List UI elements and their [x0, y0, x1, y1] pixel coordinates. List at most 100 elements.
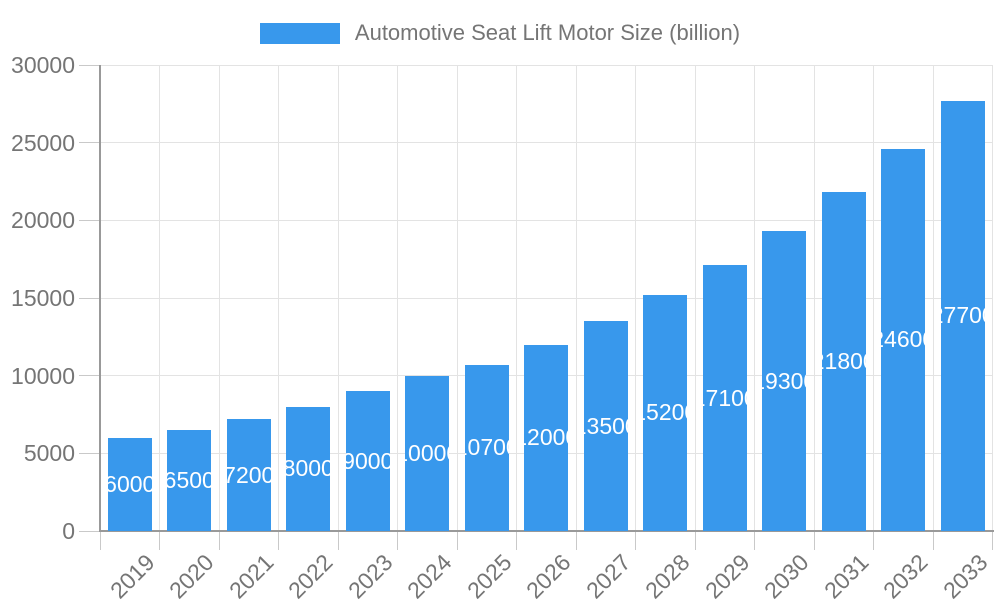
x-gridline [456, 65, 458, 531]
x-gridline [159, 65, 160, 531]
x-gridline [813, 65, 815, 531]
bar-value-label: 10000 [405, 439, 449, 466]
x-tick-label: 2030 [759, 549, 814, 600]
x-axis-line [99, 530, 994, 532]
x-tick [159, 531, 160, 550]
bar-value-label: 12000 [524, 424, 568, 451]
x-tick [694, 531, 696, 550]
x-tick [992, 531, 993, 550]
x-tick-label: 2032 [878, 549, 933, 600]
x-tick-label: 2022 [283, 549, 338, 600]
bar: 13500 [583, 321, 628, 531]
legend-label: Automotive Seat Lift Motor Size (billion… [354, 20, 741, 45]
x-tick-label: 2033 [937, 549, 993, 600]
bar-value-label: 6500 [167, 467, 212, 493]
x-tick [337, 531, 339, 550]
x-gridline [575, 65, 577, 531]
bar-value-label: 24600 [881, 326, 925, 353]
x-tick [456, 531, 458, 550]
x-gridline [932, 65, 934, 531]
bar: 7200 [226, 419, 271, 531]
y-gridline [100, 297, 993, 299]
y-tick-label: 15000 [11, 285, 75, 311]
bar: 27700 [940, 100, 985, 531]
x-tick-label: 2028 [640, 549, 695, 600]
x-tick [99, 531, 101, 550]
x-gridline [516, 65, 517, 531]
x-gridline [218, 65, 220, 531]
y-tick [79, 375, 100, 377]
x-tick-label: 2023 [342, 549, 398, 600]
bar: 24600 [881, 148, 926, 531]
bar-value-label: 7200 [226, 461, 271, 488]
x-gridline [397, 65, 398, 531]
bar: 6000 [107, 437, 152, 531]
x-gridline [278, 65, 279, 531]
x-tick-label: 2027 [580, 549, 636, 600]
y-tick [79, 530, 100, 532]
y-axis-line [99, 65, 101, 532]
x-tick-label: 2026 [521, 549, 576, 600]
bar-value-label: 10700 [465, 434, 509, 461]
x-tick-label: 2025 [461, 549, 517, 600]
y-gridline [100, 142, 993, 144]
x-tick [218, 531, 220, 550]
y-tick-label: 30000 [11, 52, 75, 78]
bar-value-label: 9000 [345, 447, 390, 474]
x-tick-label: 2024 [402, 549, 457, 600]
y-tick [79, 297, 100, 299]
y-tick [79, 452, 100, 454]
bar-value-label: 17100 [703, 384, 747, 411]
x-tick [397, 531, 398, 550]
bar-value-label: 8000 [286, 455, 331, 482]
x-tick-label: 2020 [164, 549, 219, 600]
bar: 8000 [286, 406, 331, 531]
bar: 6500 [167, 430, 212, 531]
y-gridline [100, 64, 993, 66]
bar-value-label: 19300 [762, 367, 806, 394]
y-tick [79, 64, 100, 66]
x-tick [516, 531, 517, 550]
x-tick [575, 531, 577, 550]
y-tick-label: 10000 [11, 362, 75, 389]
legend-swatch[interactable] [259, 22, 340, 44]
y-tick-label: 25000 [11, 129, 75, 156]
bar-value-label: 15200 [643, 399, 687, 426]
x-gridline [754, 65, 755, 531]
bar-value-label: 6000 [107, 470, 152, 497]
bar: 10700 [464, 364, 509, 531]
y-tick [79, 142, 100, 144]
x-tick [278, 531, 279, 550]
x-gridline [873, 65, 874, 531]
bar: 17100 [702, 265, 747, 531]
x-tick [754, 531, 755, 550]
legend[interactable]: Automotive Seat Lift Motor Size (billion… [0, 20, 1000, 46]
y-gridline [100, 219, 993, 221]
x-tick-label: 2021 [223, 549, 279, 600]
x-tick-label: 2029 [699, 549, 755, 600]
x-gridline [635, 65, 636, 531]
bar: 19300 [762, 231, 807, 531]
y-tick-label: 20000 [11, 207, 75, 234]
y-tick-label: 5000 [23, 440, 75, 467]
bar-value-label: 27700 [941, 302, 985, 329]
bar: 12000 [524, 344, 569, 531]
x-tick-label: 2019 [104, 549, 160, 600]
x-tick [932, 531, 934, 550]
x-gridline [992, 65, 993, 531]
x-tick-label: 2031 [818, 549, 874, 600]
x-tick [635, 531, 636, 550]
x-tick [873, 531, 874, 550]
x-gridline [337, 65, 339, 531]
y-tick-label: 0 [62, 518, 75, 544]
bar: 15200 [643, 294, 688, 531]
bar: 9000 [345, 391, 390, 531]
bar-value-label: 13500 [584, 412, 628, 439]
bar: 10000 [405, 375, 450, 531]
x-gridline [694, 65, 696, 531]
x-tick [813, 531, 815, 550]
y-tick [79, 219, 100, 221]
